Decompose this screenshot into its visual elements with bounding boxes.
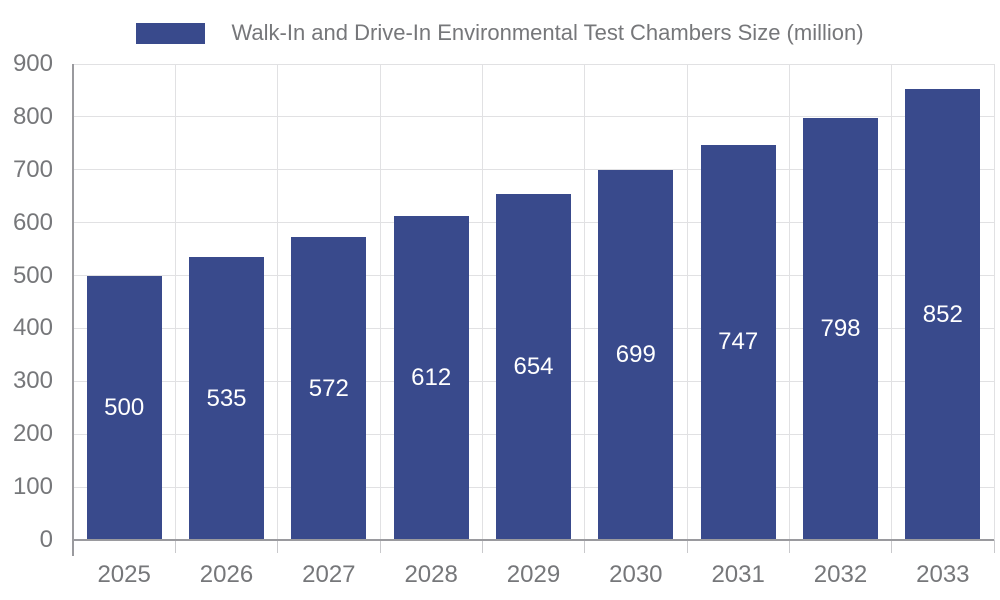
bar <box>291 237 367 540</box>
y-tick-label: 100 <box>12 473 53 501</box>
legend-label: Walk-In and Drive-In Environmental Test … <box>231 20 864 45</box>
bar-value-label: 747 <box>718 328 759 356</box>
v-gridline <box>891 64 893 540</box>
y-tick-label: 0 <box>39 526 53 553</box>
y-tick-label: 400 <box>12 314 53 342</box>
v-gridline <box>993 64 995 540</box>
x-tick-mark <box>584 540 586 553</box>
x-tick-mark <box>379 540 381 553</box>
h-gridline <box>73 63 994 65</box>
y-tick-label: 500 <box>12 261 53 289</box>
x-tick-label: 2032 <box>813 561 868 588</box>
v-gridline <box>379 64 381 540</box>
v-gridline <box>584 64 586 540</box>
bar-value-label: 572 <box>308 374 349 402</box>
bar <box>598 170 674 540</box>
v-gridline <box>686 64 688 540</box>
x-tick-label: 2028 <box>404 561 458 588</box>
h-gridline <box>73 169 994 171</box>
bar-value-label: 798 <box>820 314 861 342</box>
x-tick-mark <box>788 540 790 553</box>
x-tick-label: 2030 <box>609 561 663 588</box>
bar <box>393 216 469 540</box>
v-gridline <box>481 64 483 540</box>
x-tick-label: 2025 <box>97 561 151 588</box>
x-tick-label: 2029 <box>506 561 561 588</box>
y-tick-label: 900 <box>12 50 53 77</box>
x-tick-label: 2026 <box>199 561 254 588</box>
y-axis-line <box>72 64 74 556</box>
bar <box>905 89 981 540</box>
x-tick-mark <box>686 540 688 553</box>
bar-value-label: 852 <box>922 300 963 328</box>
v-gridline <box>788 64 790 540</box>
y-tick-label: 800 <box>12 102 53 130</box>
y-tick-label: 200 <box>12 420 53 448</box>
legend-swatch <box>136 22 206 44</box>
x-tick-mark <box>993 540 995 553</box>
x-tick-mark <box>174 540 176 553</box>
v-gridline <box>174 64 176 540</box>
bar-value-label: 612 <box>411 364 452 392</box>
x-tick-label: 2033 <box>916 561 970 588</box>
legend[interactable]: Walk-In and Drive-In Environmental Test … <box>0 21 1000 45</box>
bar-value-label: 535 <box>206 384 247 412</box>
bar <box>86 275 162 540</box>
y-tick-label: 300 <box>12 367 53 395</box>
x-tick-label: 2031 <box>711 561 765 588</box>
bar-value-label: 654 <box>513 353 554 381</box>
y-tick-label: 600 <box>12 208 53 236</box>
bar <box>496 194 571 540</box>
bar <box>189 257 264 540</box>
bar <box>700 144 776 540</box>
x-tick-mark <box>481 540 483 553</box>
x-axis-line <box>73 539 994 541</box>
plot-area: 0 100 200 300 400 500 600 700 800 900 500 2025 535 20… <box>13 50 995 588</box>
bar-value-label: 699 <box>615 341 656 369</box>
v-gridline <box>277 64 279 540</box>
x-tick-mark <box>891 540 893 553</box>
bar-value-label: 500 <box>104 393 145 421</box>
x-tick-label: 2027 <box>302 561 356 588</box>
x-tick-mark <box>277 540 279 553</box>
bar <box>803 117 878 540</box>
y-tick-label: 700 <box>12 155 53 183</box>
h-gridline <box>73 116 994 118</box>
